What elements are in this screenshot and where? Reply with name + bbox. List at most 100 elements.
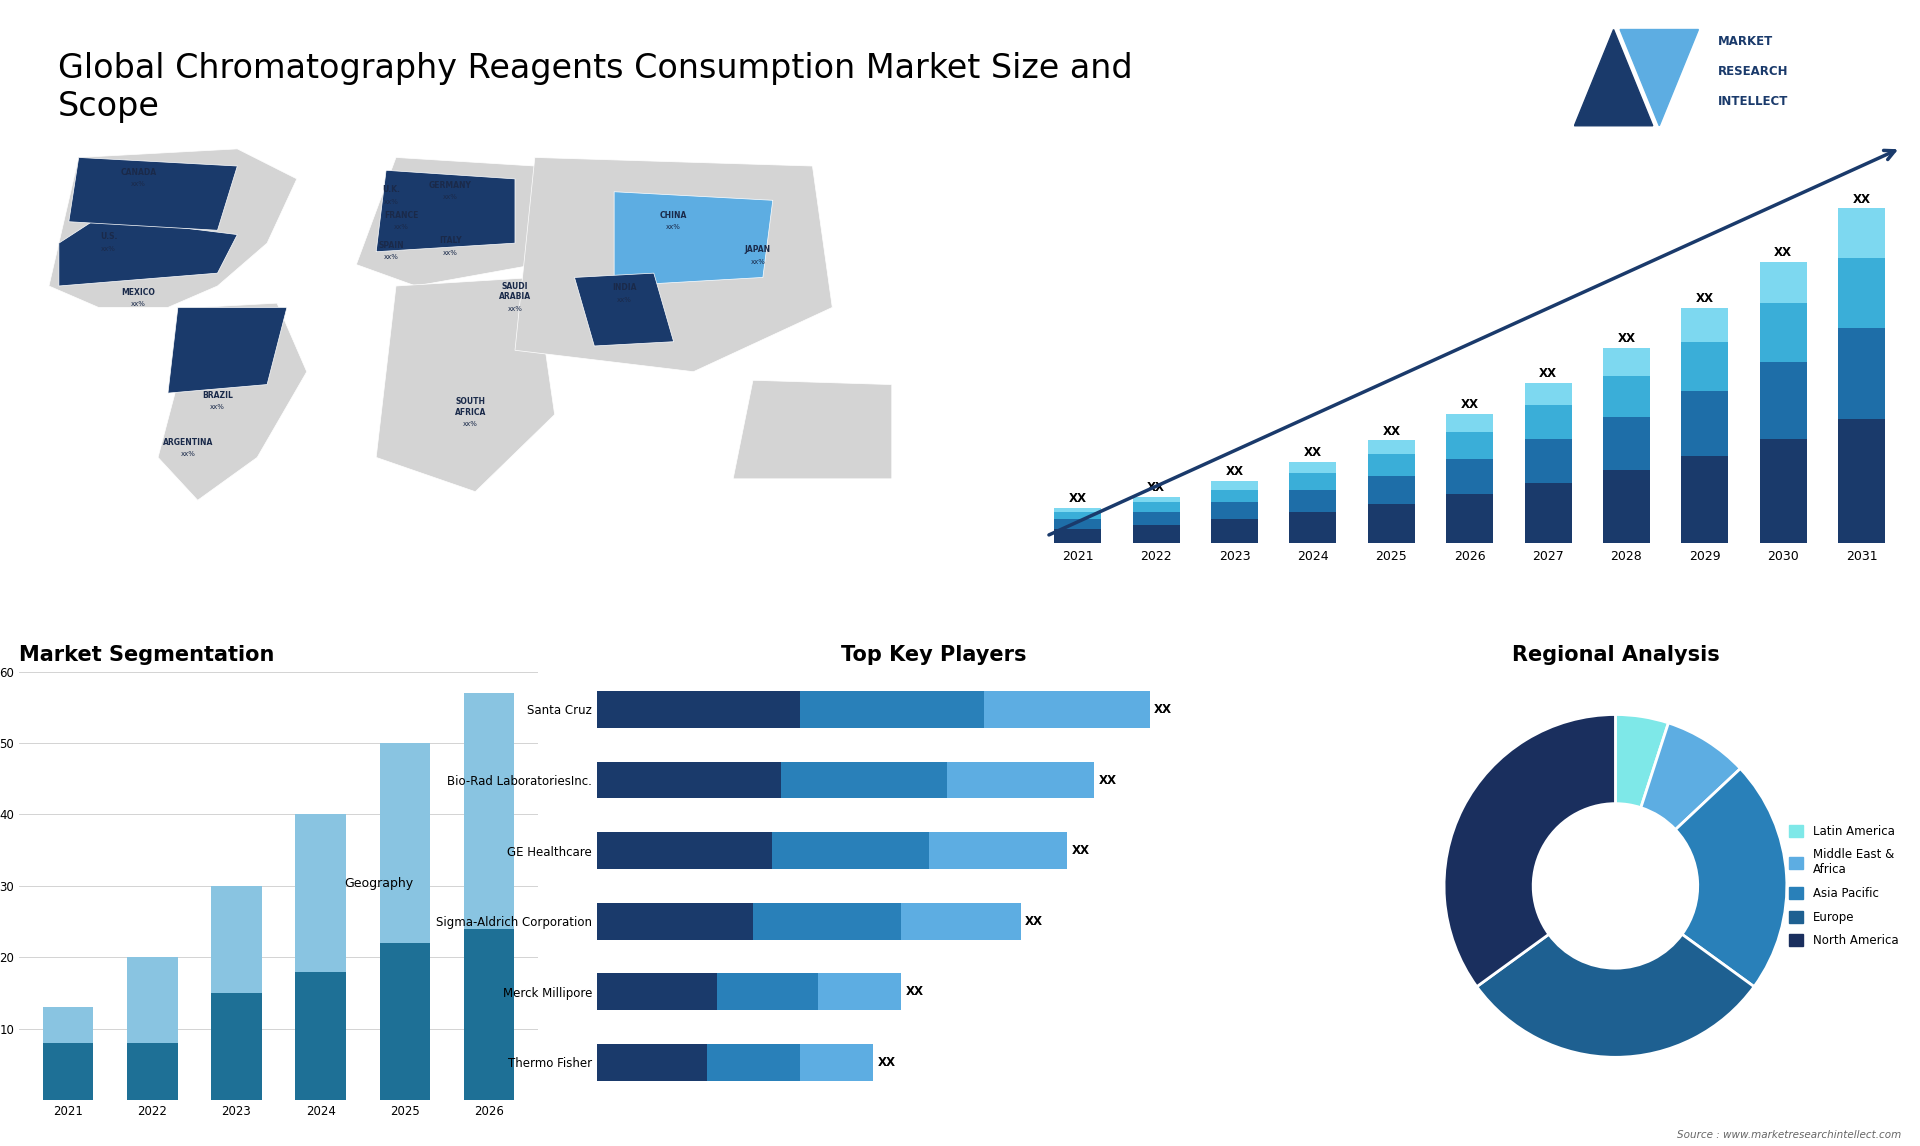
Text: xx%: xx%: [209, 405, 225, 410]
Bar: [1212, 489, 1258, 502]
Bar: [781, 762, 947, 799]
Bar: [1837, 328, 1885, 419]
Bar: [296, 972, 346, 1100]
Title: Regional Analysis: Regional Analysis: [1511, 644, 1718, 665]
Bar: [597, 973, 716, 1010]
Text: JAPAN: JAPAN: [745, 245, 772, 254]
Text: U.S.: U.S.: [100, 231, 117, 241]
Text: XX: XX: [1154, 702, 1173, 716]
Bar: [947, 762, 1094, 799]
Bar: [1290, 462, 1336, 473]
Bar: [1133, 502, 1179, 512]
Title: Top Key Players: Top Key Players: [841, 644, 1027, 665]
Bar: [380, 943, 430, 1100]
Bar: [900, 903, 1021, 940]
Text: xx%: xx%: [384, 198, 399, 205]
Bar: [211, 886, 261, 994]
Bar: [597, 762, 781, 799]
Bar: [1290, 489, 1336, 512]
Text: CHINA: CHINA: [660, 211, 687, 220]
Bar: [597, 691, 799, 728]
Bar: [1212, 519, 1258, 543]
Text: CANADA: CANADA: [121, 167, 156, 176]
Text: XX: XX: [877, 1055, 897, 1069]
Bar: [1446, 414, 1494, 432]
Bar: [1054, 529, 1102, 543]
Bar: [1761, 261, 1807, 303]
Text: xx%: xx%: [616, 297, 632, 304]
Text: ARGENTINA: ARGENTINA: [163, 438, 213, 447]
Text: XX: XX: [1695, 292, 1715, 305]
Text: SAUDI
ARABIA: SAUDI ARABIA: [499, 282, 532, 301]
Bar: [772, 832, 929, 869]
Text: RESEARCH: RESEARCH: [1718, 65, 1789, 78]
Text: xx%: xx%: [131, 181, 146, 188]
Wedge shape: [1676, 769, 1788, 987]
Text: xx%: xx%: [102, 245, 115, 252]
Text: MEXICO: MEXICO: [121, 288, 156, 297]
Bar: [127, 1043, 177, 1100]
Text: XX: XX: [906, 986, 924, 998]
Text: xx%: xx%: [394, 225, 409, 230]
Bar: [1290, 512, 1336, 543]
Bar: [1212, 481, 1258, 489]
Bar: [1682, 456, 1728, 543]
Bar: [1054, 508, 1102, 512]
Bar: [1212, 502, 1258, 519]
Text: xx%: xx%: [507, 306, 522, 312]
Polygon shape: [157, 304, 307, 501]
Bar: [983, 691, 1150, 728]
Polygon shape: [614, 191, 772, 286]
Bar: [42, 1043, 94, 1100]
Bar: [1682, 342, 1728, 391]
Bar: [799, 1044, 874, 1081]
Wedge shape: [1476, 934, 1755, 1058]
Text: XX: XX: [1071, 845, 1089, 857]
Bar: [929, 832, 1068, 869]
Text: SOUTH
AFRICA: SOUTH AFRICA: [455, 398, 486, 417]
Polygon shape: [48, 149, 298, 307]
Bar: [1524, 406, 1572, 439]
Bar: [1133, 525, 1179, 543]
Bar: [1367, 440, 1415, 455]
Text: XX: XX: [1146, 481, 1165, 494]
Bar: [597, 832, 772, 869]
Bar: [1603, 376, 1649, 416]
Bar: [707, 1044, 799, 1081]
Wedge shape: [1642, 723, 1740, 830]
Text: xx%: xx%: [463, 422, 478, 427]
Text: XX: XX: [1098, 774, 1117, 786]
Polygon shape: [1574, 30, 1653, 126]
Text: MARKET: MARKET: [1718, 36, 1774, 48]
Bar: [380, 743, 430, 943]
Polygon shape: [574, 273, 674, 346]
Polygon shape: [167, 307, 286, 393]
Text: BRAZIL: BRAZIL: [202, 391, 232, 400]
Text: xx%: xx%: [180, 452, 196, 457]
Legend: Geography: Geography: [311, 871, 419, 896]
Bar: [1837, 419, 1885, 543]
Bar: [1524, 383, 1572, 406]
Text: INTELLECT: INTELLECT: [1718, 95, 1788, 108]
Text: XX: XX: [1540, 367, 1557, 380]
Bar: [1133, 496, 1179, 502]
Polygon shape: [60, 218, 238, 286]
Polygon shape: [733, 380, 891, 479]
Bar: [1603, 416, 1649, 470]
Bar: [42, 1007, 94, 1043]
Text: XX: XX: [1225, 465, 1244, 478]
Bar: [296, 815, 346, 972]
Bar: [1367, 476, 1415, 504]
Bar: [799, 691, 983, 728]
Bar: [465, 928, 515, 1100]
Text: XX: XX: [1774, 246, 1791, 259]
Polygon shape: [376, 277, 555, 492]
Bar: [1837, 209, 1885, 258]
Bar: [1603, 347, 1649, 376]
Text: INDIA: INDIA: [612, 283, 636, 292]
Text: xx%: xx%: [444, 250, 459, 256]
Text: xx%: xx%: [384, 254, 399, 260]
Text: Source : www.marketresearchintellect.com: Source : www.marketresearchintellect.com: [1676, 1130, 1901, 1140]
Bar: [818, 973, 900, 1010]
Text: GERMANY: GERMANY: [428, 181, 472, 189]
